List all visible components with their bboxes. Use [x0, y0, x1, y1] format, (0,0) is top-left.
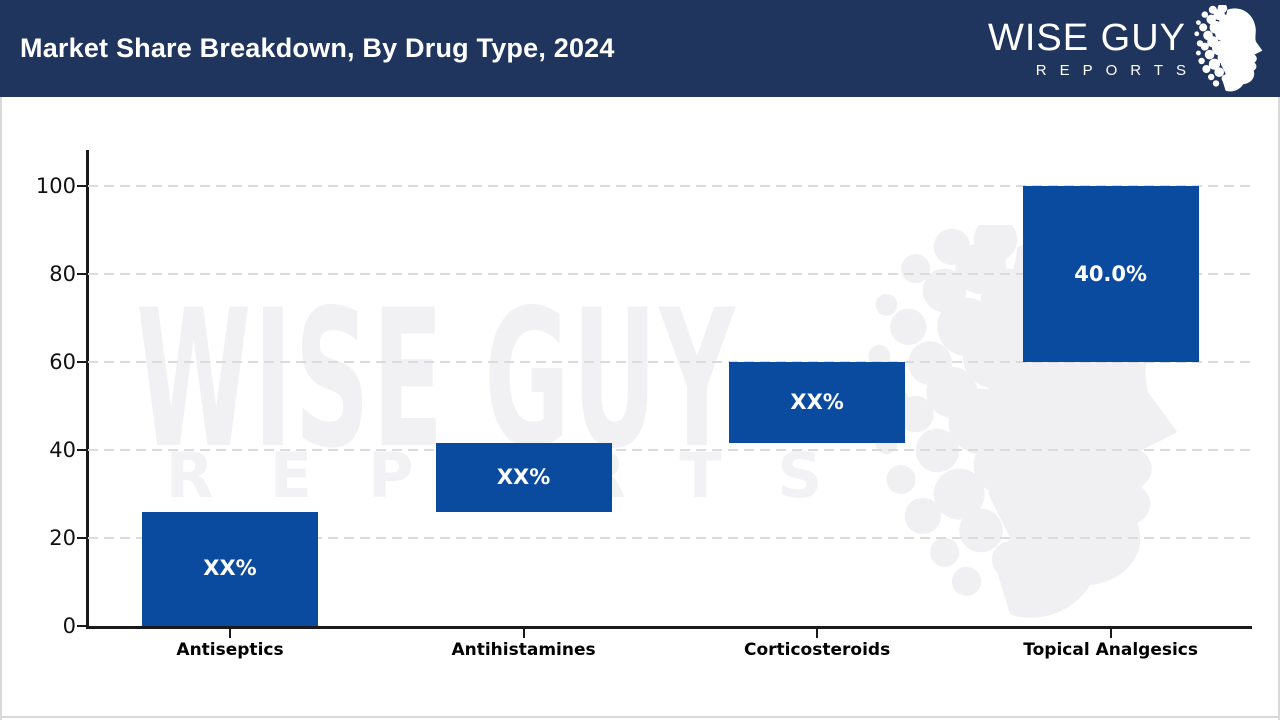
header: Market Share Breakdown, By Drug Type, 20… [0, 0, 1280, 97]
logo-wordmark: WISE GUY [987, 16, 1186, 59]
category-label: Antihistamines [451, 640, 596, 660]
category-label: Topical Analgesics [1023, 640, 1198, 660]
x-tick [816, 629, 819, 638]
waterfall-chart: 0 20 40 60 80 100 XX% Antiseptics XX% Antihistami… [0, 97, 1280, 720]
y-tick-label: 60 [49, 350, 76, 374]
bar-antihistamines [435, 442, 612, 513]
right-border [1278, 97, 1280, 720]
y-tick-label: 100 [35, 174, 76, 198]
y-tick [77, 273, 86, 275]
y-tick-label: 80 [49, 262, 76, 286]
y-tick-label: 20 [49, 526, 76, 550]
gridline [88, 537, 1252, 539]
x-tick [229, 629, 231, 638]
bottom-border [0, 716, 1280, 718]
gridline [88, 185, 1252, 187]
y-tick [77, 449, 86, 451]
x-tick [1109, 629, 1112, 638]
y-tick [77, 625, 86, 627]
x-tick [522, 629, 525, 638]
brand-logo: WISE GUY REPORTS [988, 5, 1266, 93]
category-label: Corticosteroids [743, 640, 891, 660]
gridline [88, 273, 1252, 275]
bar-value-label: XX% [496, 464, 551, 489]
bar-value-label: XX% [790, 390, 844, 414]
y-tick [77, 185, 86, 187]
logo-subtitle: REPORTS [1035, 61, 1199, 79]
x-axis-line [86, 626, 1252, 629]
y-tick [77, 537, 86, 539]
bar-corticosteroids [729, 362, 906, 443]
bar-topical-analgesics [1022, 186, 1199, 362]
bar-antiseptics [142, 512, 318, 626]
bar-value-label: 40.0% [1074, 262, 1148, 286]
gridline [88, 449, 1252, 451]
category-label: Antiseptics [176, 640, 284, 660]
logo-head-icon [1190, 5, 1266, 93]
y-tick-label: 40 [49, 438, 76, 462]
gridline [88, 361, 1252, 363]
y-axis-line [86, 150, 89, 629]
y-tick-label: 0 [62, 614, 76, 638]
page-title: Market Share Breakdown, By Drug Type, 20… [20, 33, 615, 63]
y-tick [77, 361, 86, 363]
brand-logo-text: WISE GUY REPORTS [988, 19, 1186, 79]
bar-value-label: XX% [203, 556, 257, 581]
left-border [0, 97, 2, 720]
